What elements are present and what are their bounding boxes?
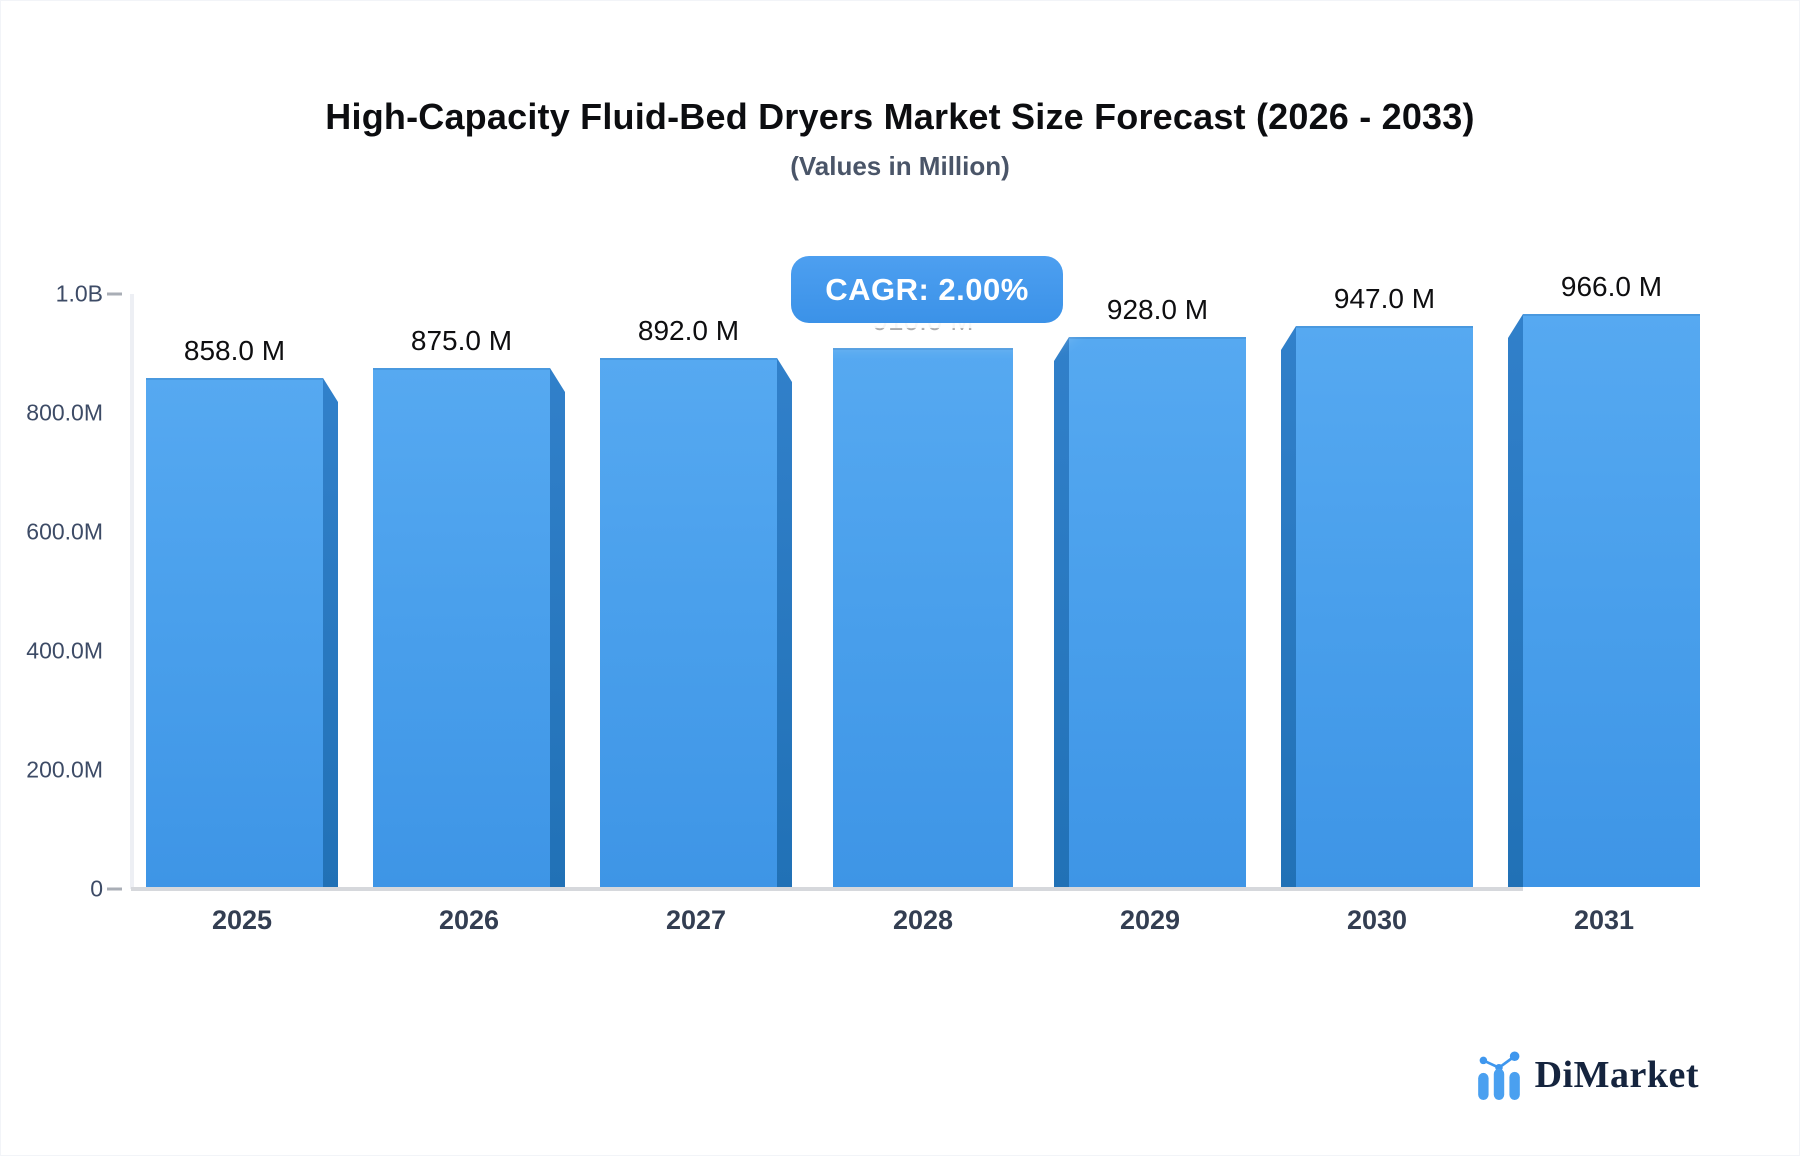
x-axis-label-2030: 2030 [1346,905,1408,935]
bar-2027[interactable] [600,358,777,887]
brand-chart-icon [1477,1051,1520,1100]
brand-name: DiMarket [1534,1054,1699,1096]
y-tick-label: 400.0M [26,637,103,664]
x-axis-label-2031: 2031 [1573,905,1635,935]
x-axis-label-2025: 2025 [211,905,273,935]
bar-2030[interactable] [1296,326,1473,887]
bar-3d-edge [550,368,565,887]
cagr-badge-label: CAGR: 2.00% [825,271,1029,307]
y-tick-label: 800.0M [26,399,103,426]
y-tick-mark [107,292,122,296]
bar-2028[interactable] [833,348,1013,887]
x-axis-label-2027: 2027 [665,905,727,935]
chart-title: High-Capacity Fluid-Bed Dryers Market Si… [325,96,1475,137]
x-axis-label-2028: 2028 [892,905,954,935]
bar-2025[interactable] [146,378,323,887]
bar-2029[interactable] [1069,337,1246,887]
bar-value-label: 966.0 M [1560,271,1663,302]
y-axis-line [130,294,134,889]
y-tick-label: 600.0M [26,518,103,545]
bar-3d-edge [1508,314,1523,887]
bar-value-label: 928.0 M [1106,294,1209,325]
bar-value-label: 858.0 M [183,335,286,366]
x-axis-label-2026: 2026 [438,905,500,935]
bar-value-label: 875.0 M [410,325,513,356]
bar-value-label: 892.0 M [637,315,740,346]
bar-2026[interactable] [373,368,550,887]
bar-2031[interactable] [1523,314,1700,887]
bar-3d-edge [1281,326,1296,887]
bar-3d-edge [1054,337,1069,887]
bar-value-label: 947.0 M [1333,283,1436,314]
chart-subtitle: (Values in Million) [790,151,1010,181]
y-tick-mark [107,887,122,891]
bar-3d-edge [777,358,792,887]
x-axis-label-2029: 2029 [1119,905,1181,935]
x-axis-baseline [131,887,1523,891]
cagr-badge: CAGR: 2.00% [791,256,1063,323]
y-tick-label: 0 [90,875,103,902]
bar-3d-edge [323,378,338,887]
y-tick-label: 200.0M [26,756,103,783]
brand-logo: DiMarket [1476,1043,1699,1107]
y-tick-label: 1.0B [55,280,103,307]
